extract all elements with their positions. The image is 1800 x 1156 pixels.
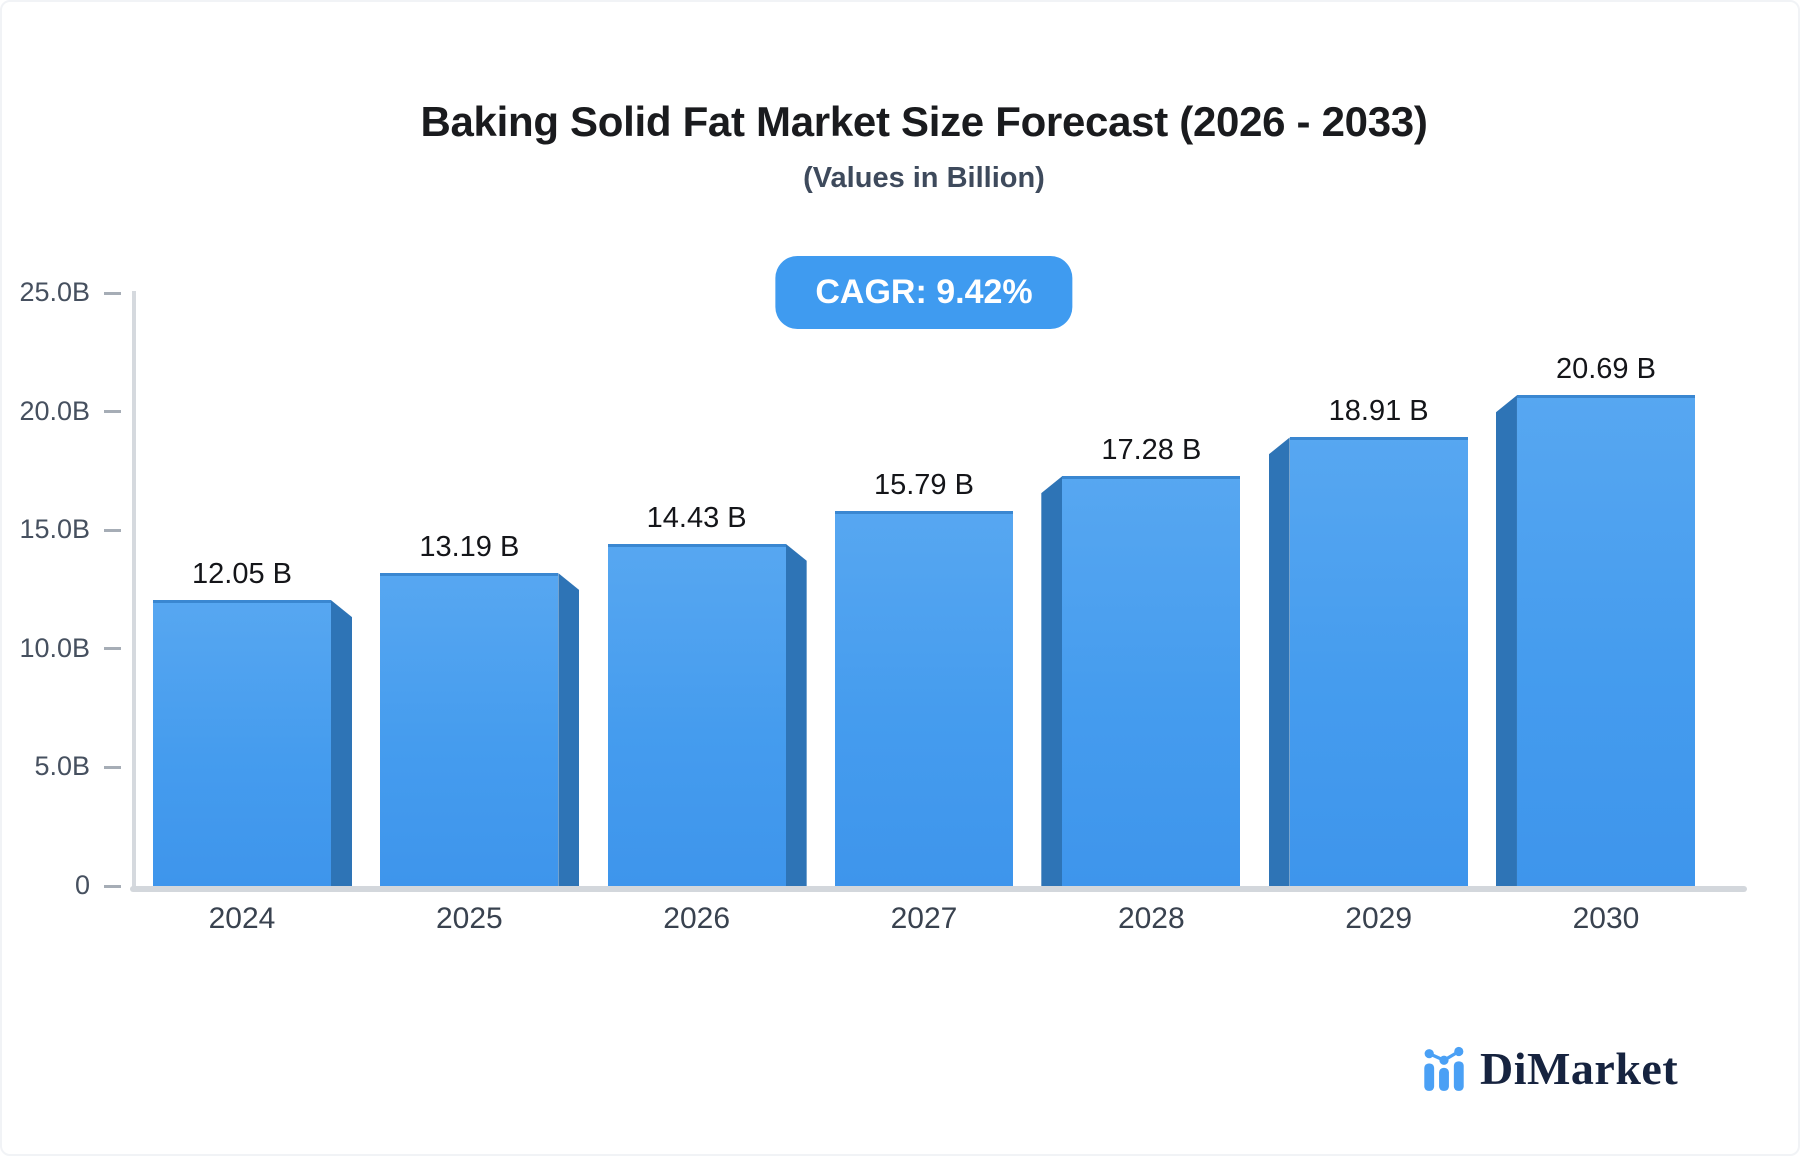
bar-2030[interactable] (1516, 395, 1695, 886)
bar-value-label: 12.05 B (192, 558, 292, 591)
bar-3d-side-2024 (331, 600, 352, 886)
y-tick-label: 20.0B (19, 395, 90, 426)
bar-value-label: 18.91 B (1328, 395, 1429, 428)
y-axis-line (132, 291, 136, 891)
y-tick-label: 15.0B (19, 514, 90, 545)
bar-value-label: 13.19 B (419, 531, 520, 564)
bar-value-label: 17.28 B (1101, 434, 1202, 467)
x-axis-label-2028: 2028 (1117, 902, 1185, 935)
x-axis-label-2029: 2029 (1345, 902, 1413, 935)
bar-2027[interactable] (834, 511, 1013, 886)
y-tick-mark (104, 410, 121, 414)
logo-text: DiMarket (1480, 1043, 1679, 1094)
x-axis-label-2026: 2026 (663, 902, 731, 935)
y-tick-label: 0 (74, 870, 90, 900)
bar-2028[interactable] (1062, 476, 1241, 886)
bar-3d-side-2026 (785, 543, 807, 886)
cagr-badge: CAGR: 9.42% (775, 256, 1073, 329)
y-tick-label: 25.0B (19, 277, 90, 307)
bar-2024[interactable] (153, 600, 331, 886)
bar-2029[interactable] (1289, 437, 1468, 886)
chart-title: Baking Solid Fat Market Size Forecast (2… (420, 98, 1428, 145)
bar-2026[interactable] (607, 543, 786, 886)
chart-subtitle: (Values in Billion) (803, 162, 1045, 194)
y-tick-mark (104, 291, 121, 295)
logo-bars-icon (1424, 1046, 1464, 1091)
bar-value-label: 14.43 B (646, 501, 747, 534)
bar-value-label: 20.69 B (1555, 353, 1656, 386)
y-tick-mark (104, 765, 121, 769)
dimarket-logo: DiMarket (1422, 1042, 1678, 1095)
bar-3d-side-2028 (1041, 476, 1063, 886)
y-tick-label: 10.0B (19, 632, 90, 663)
x-axis-label-2024: 2024 (208, 902, 276, 935)
x-axis-label-2030: 2030 (1572, 902, 1640, 935)
x-axis-label-2027: 2027 (890, 902, 958, 935)
y-tick-mark (104, 884, 121, 888)
bar-value-label: 15.79 B (873, 469, 974, 502)
x-axis-baseline (130, 886, 1747, 892)
y-tick-mark (104, 528, 121, 532)
bar-3d-side-2025 (558, 573, 580, 886)
bar-2025[interactable] (380, 573, 559, 886)
y-tick-label: 5.0B (34, 751, 90, 782)
bar-3d-side-2030 (1495, 395, 1517, 886)
y-tick-mark (104, 647, 121, 651)
x-axis-label-2025: 2025 (435, 902, 503, 935)
bar-3d-side-2029 (1268, 437, 1290, 886)
